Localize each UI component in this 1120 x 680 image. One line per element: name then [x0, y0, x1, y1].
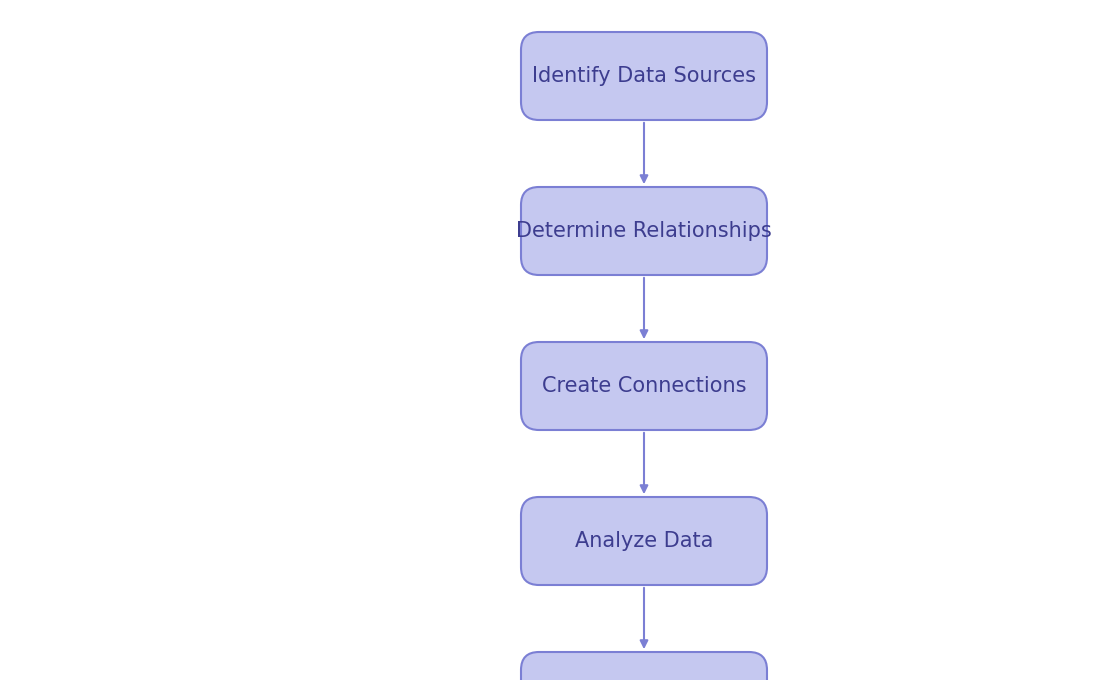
Text: Analyze Data: Analyze Data — [575, 531, 713, 551]
FancyBboxPatch shape — [521, 652, 767, 680]
Text: Create Connections: Create Connections — [542, 376, 746, 396]
FancyBboxPatch shape — [521, 342, 767, 430]
FancyBboxPatch shape — [521, 187, 767, 275]
FancyBboxPatch shape — [521, 32, 767, 120]
FancyBboxPatch shape — [521, 497, 767, 585]
Text: Identify Data Sources: Identify Data Sources — [532, 66, 756, 86]
Text: Determine Relationships: Determine Relationships — [516, 221, 772, 241]
